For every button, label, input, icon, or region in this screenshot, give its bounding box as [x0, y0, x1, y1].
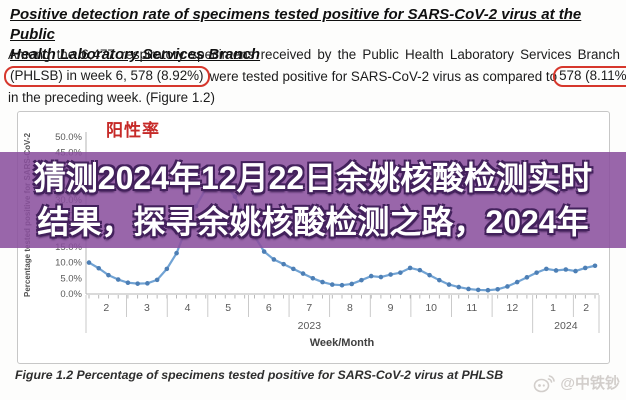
- data-point: [135, 281, 140, 286]
- weibo-eye-icon: [534, 374, 556, 392]
- svg-text:12: 12: [507, 302, 519, 314]
- data-point: [261, 249, 267, 254]
- figure-caption: Figure 1.2 Percentage of specimens teste…: [15, 368, 504, 382]
- svg-text:10.0%: 10.0%: [55, 258, 82, 269]
- svg-text:7: 7: [306, 302, 312, 314]
- svg-text:9: 9: [388, 302, 394, 314]
- data-point: [271, 257, 277, 262]
- svg-text:2: 2: [583, 302, 589, 314]
- data-point: [174, 250, 179, 256]
- data-point: [164, 266, 170, 272]
- chart-title: 阳性率: [106, 121, 160, 140]
- data-point: [300, 271, 306, 276]
- data-point: [563, 267, 569, 272]
- data-point: [388, 272, 393, 277]
- paragraph-line1: Among the 6,477 respiratory specimens re…: [8, 47, 620, 62]
- data-point: [398, 270, 403, 275]
- svg-text:5.0%: 5.0%: [60, 273, 82, 284]
- data-point: [573, 268, 578, 274]
- data-point: [417, 267, 423, 273]
- year-label: 2023: [298, 320, 322, 332]
- svg-text:11: 11: [466, 302, 477, 314]
- data-point: [368, 273, 374, 279]
- data-point: [437, 277, 442, 283]
- data-point: [495, 286, 500, 292]
- data-point: [86, 260, 92, 265]
- watermark: @中铁钞: [532, 372, 620, 393]
- svg-text:6: 6: [266, 302, 272, 314]
- data-point: [145, 281, 150, 286]
- data-point: [281, 261, 286, 267]
- svg-text:1: 1: [550, 302, 556, 314]
- data-point: [378, 274, 384, 280]
- data-point: [154, 277, 160, 283]
- x-axis-title: Week/Month: [310, 337, 375, 349]
- paragraph-line2-text: were tested positive for SARS-CoV-2 viru…: [209, 68, 558, 84]
- paragraph-line3: in the preceding week. (Figure 1.2): [8, 89, 215, 105]
- svg-text:4: 4: [185, 302, 191, 314]
- data-point: [407, 265, 413, 271]
- data-point: [339, 282, 345, 288]
- data-point: [291, 266, 296, 272]
- data-point: [466, 286, 471, 292]
- data-point: [96, 265, 102, 271]
- highlight-box-preceding: 578 (8.11%): [553, 66, 626, 87]
- data-point: [514, 279, 520, 285]
- overlay-banner: 猜测2024年12月22日余姚核酸检测实时 结果，探寻余姚核酸检测之路，2024…: [0, 152, 626, 248]
- svg-text:0.0%: 0.0%: [60, 289, 82, 300]
- data-point: [592, 263, 598, 269]
- paragraph-line2: (PHLSB) in week 6, 578 (8.92%) were test…: [4, 66, 626, 87]
- data-point: [349, 281, 355, 287]
- data-point: [329, 282, 335, 287]
- body-paragraph: Among the 6,477 respiratory specimens re…: [4, 45, 626, 107]
- data-point: [125, 280, 131, 285]
- data-point: [320, 279, 325, 285]
- year-label: 2024: [554, 320, 578, 332]
- data-point: [582, 265, 588, 271]
- overlay-text-line2: 结果，探寻余姚核酸检测之路，2024年: [37, 204, 589, 240]
- data-point: [485, 287, 491, 293]
- highlight-box-week6: (PHLSB) in week 6, 578 (8.92%): [4, 66, 210, 87]
- document-title-line2: Health Laboratory Services Branch: [10, 46, 261, 63]
- svg-text:10: 10: [425, 302, 437, 314]
- data-point: [524, 275, 530, 280]
- data-point: [456, 284, 462, 290]
- data-point: [359, 277, 364, 283]
- svg-text:5: 5: [225, 302, 231, 314]
- document-title-line1: Positive detection rate of specimens tes…: [10, 6, 582, 43]
- data-point: [553, 268, 559, 273]
- data-point: [534, 270, 539, 275]
- data-point: [446, 282, 452, 287]
- data-point: [115, 277, 121, 282]
- document-title: Positive detection rate of specimens tes…: [10, 5, 616, 65]
- svg-text:3: 3: [144, 302, 150, 314]
- data-point: [475, 287, 481, 293]
- svg-text:8: 8: [347, 302, 353, 314]
- svg-text:50.0%: 50.0%: [55, 132, 82, 143]
- data-point: [310, 276, 316, 281]
- data-point: [505, 284, 510, 289]
- data-point: [427, 272, 432, 278]
- data-point: [544, 266, 549, 272]
- watermark-handle: @中铁钞: [560, 375, 620, 392]
- overlay-text-line1: 猜测2024年12月22日余姚核酸检测实时: [33, 160, 593, 196]
- data-point: [106, 272, 111, 278]
- svg-text:2: 2: [103, 302, 109, 314]
